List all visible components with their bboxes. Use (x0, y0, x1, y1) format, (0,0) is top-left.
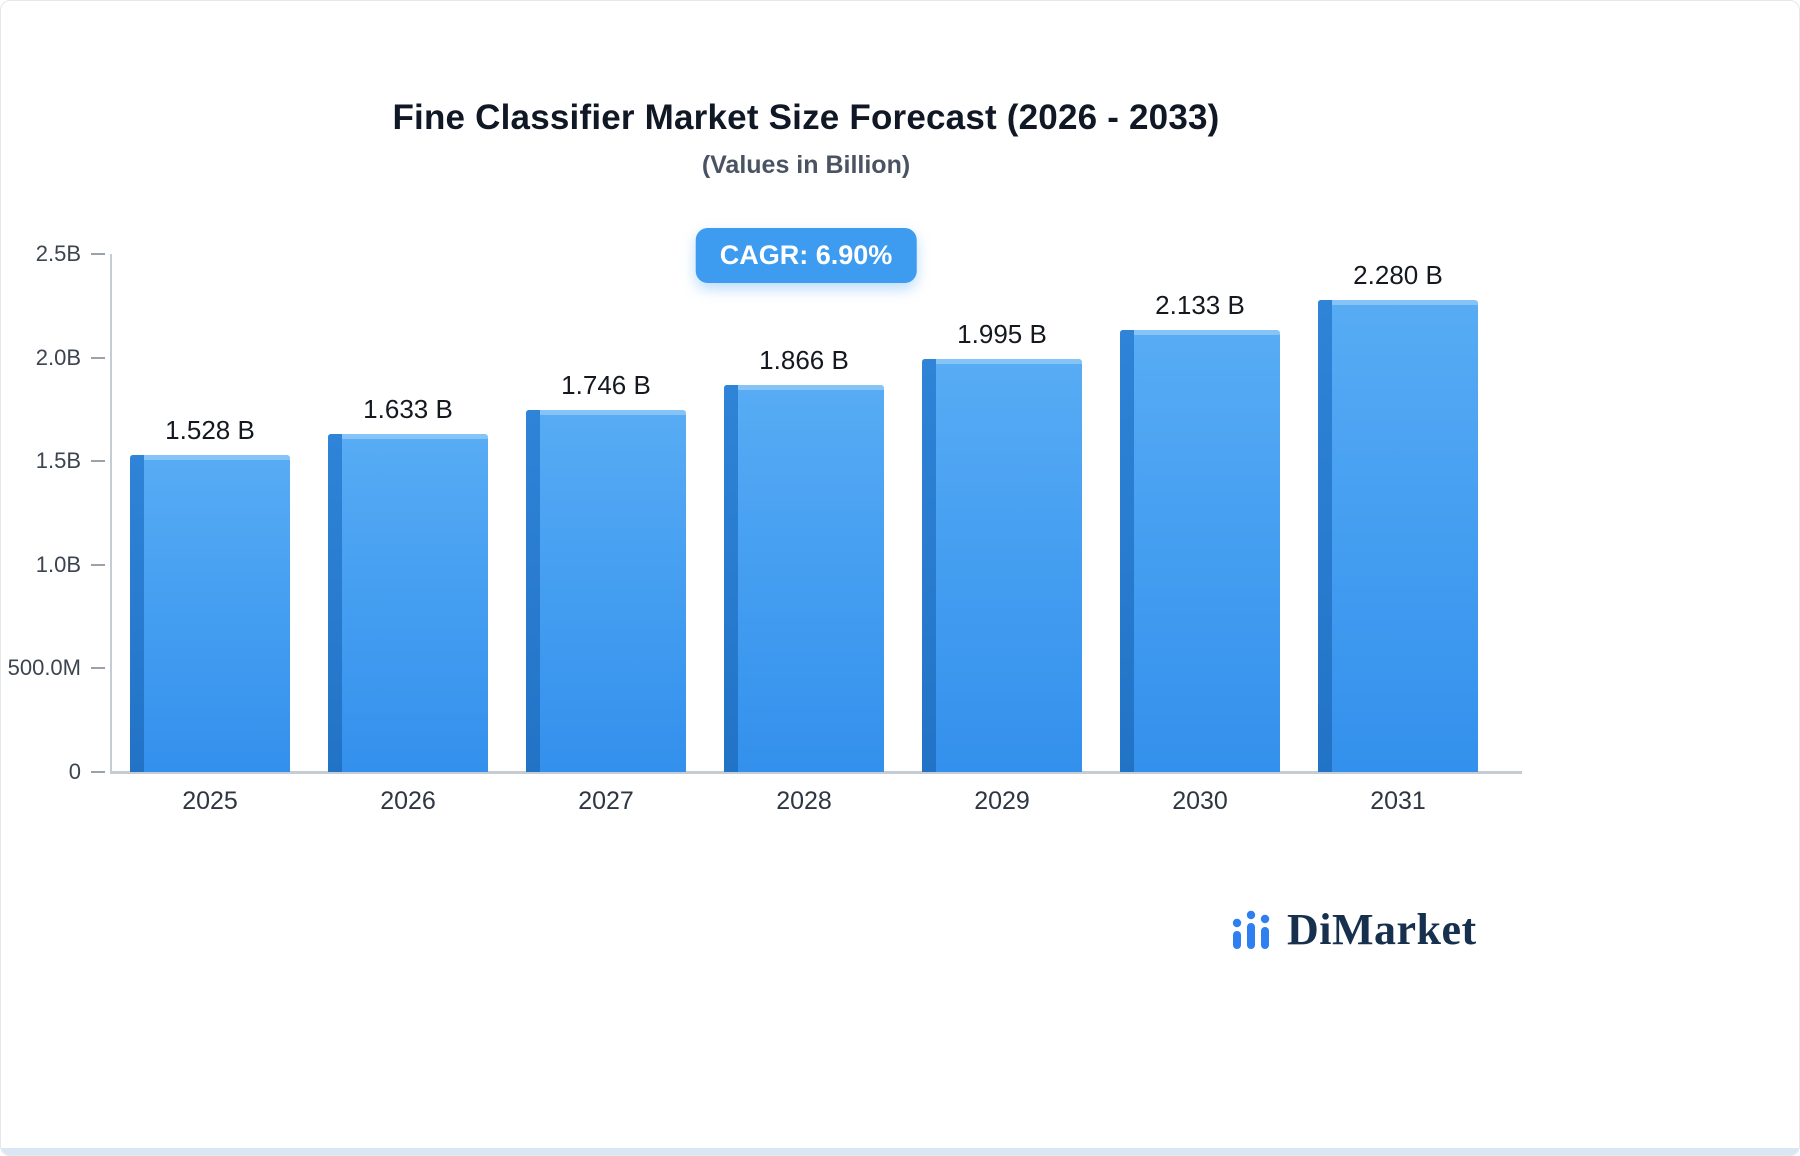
logo: DiMarket (1229, 904, 1477, 955)
bar-2031 (1318, 299, 1478, 773)
logo-text: DiMarket (1287, 905, 1477, 954)
bar-value-label: 2.280 B (1353, 259, 1443, 290)
bar-2026 (328, 433, 488, 773)
bar-2025 (130, 455, 290, 772)
bar-2028 (724, 385, 884, 772)
y-tick-mark (91, 563, 105, 566)
x-tick-label: 2029 (974, 787, 1030, 815)
bar-value-label: 1.633 B (363, 393, 453, 424)
cagr-badge: CAGR: 6.90% (695, 228, 917, 283)
bar-value-label: 1.866 B (759, 345, 849, 376)
bar-2027 (526, 410, 686, 772)
x-tick-label: 2027 (578, 787, 634, 815)
x-tick-label: 2025 (182, 787, 238, 815)
x-tick-label: 2030 (1172, 787, 1228, 815)
y-tick-label: 2.5B (35, 241, 81, 266)
x-axis-line (110, 771, 1522, 774)
y-tick-mark (91, 460, 105, 463)
y-tick-label: 1.0B (35, 551, 81, 577)
y-tick-label: 0 (68, 759, 81, 784)
y-axis-line (110, 254, 112, 773)
bar-value-label: 1.528 B (165, 415, 255, 446)
bar-chart-logo-icon (1229, 907, 1275, 953)
chart-subtitle: (Values in Billion) (701, 151, 911, 179)
bar-value-label: 1.995 B (957, 318, 1047, 349)
y-tick-label: 1.5B (35, 448, 81, 474)
chart-title: Fine Classifier Market Size Forecast (20… (392, 98, 1220, 137)
bar-2029 (922, 358, 1082, 773)
y-tick-mark (91, 356, 105, 359)
bar-value-label: 1.746 B (561, 370, 651, 401)
y-tick-label: 500.0M (7, 655, 81, 681)
y-tick-mark (91, 667, 105, 670)
y-tick-label: 2.0B (35, 344, 81, 370)
x-tick-label: 2031 (1370, 787, 1426, 815)
bar-2030 (1120, 330, 1280, 772)
bottom-accent-strip (1, 1148, 1799, 1155)
bar-value-label: 2.133 B (1155, 290, 1245, 321)
x-tick-label: 2028 (776, 787, 832, 815)
x-tick-label: 2026 (380, 787, 436, 815)
y-tick-mark (91, 771, 105, 773)
y-tick-mark (91, 253, 105, 255)
